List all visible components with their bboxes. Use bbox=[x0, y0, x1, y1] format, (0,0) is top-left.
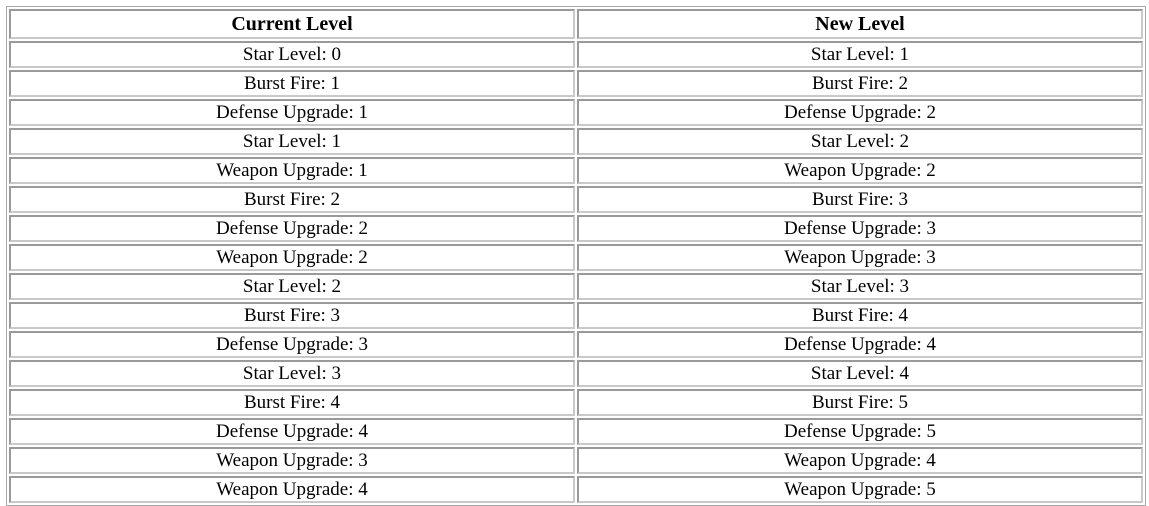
cell-new-level: Burst Fire: 2 bbox=[577, 70, 1143, 97]
cell-current-level: Defense Upgrade: 3 bbox=[9, 331, 575, 358]
cell-new-level: Weapon Upgrade: 4 bbox=[577, 447, 1143, 474]
cell-new-level: Defense Upgrade: 5 bbox=[577, 418, 1143, 445]
cell-current-level: Defense Upgrade: 1 bbox=[9, 99, 575, 126]
cell-new-level: Burst Fire: 4 bbox=[577, 302, 1143, 329]
table-row: Weapon Upgrade: 3 Weapon Upgrade: 4 bbox=[9, 447, 1143, 474]
cell-current-level: Defense Upgrade: 2 bbox=[9, 215, 575, 242]
cell-current-level: Weapon Upgrade: 4 bbox=[9, 476, 575, 503]
table-row: Star Level: 2 Star Level: 3 bbox=[9, 273, 1143, 300]
cell-current-level: Weapon Upgrade: 2 bbox=[9, 244, 575, 271]
table-row: Burst Fire: 3 Burst Fire: 4 bbox=[9, 302, 1143, 329]
table-row: Weapon Upgrade: 4 Weapon Upgrade: 5 bbox=[9, 476, 1143, 503]
cell-current-level: Star Level: 0 bbox=[9, 41, 575, 68]
column-header-new-level: New Level bbox=[577, 9, 1143, 39]
column-header-current-level: Current Level bbox=[9, 9, 575, 39]
cell-current-level: Star Level: 3 bbox=[9, 360, 575, 387]
cell-current-level: Star Level: 1 bbox=[9, 128, 575, 155]
cell-new-level: Star Level: 4 bbox=[577, 360, 1143, 387]
table-row: Star Level: 3 Star Level: 4 bbox=[9, 360, 1143, 387]
level-upgrade-table: Current Level New Level Star Level: 0 Sta… bbox=[6, 6, 1146, 506]
cell-current-level: Burst Fire: 3 bbox=[9, 302, 575, 329]
cell-new-level: Star Level: 2 bbox=[577, 128, 1143, 155]
table-row: Weapon Upgrade: 2 Weapon Upgrade: 3 bbox=[9, 244, 1143, 271]
table-row: Burst Fire: 2 Burst Fire: 3 bbox=[9, 186, 1143, 213]
cell-new-level: Weapon Upgrade: 5 bbox=[577, 476, 1143, 503]
table-row: Burst Fire: 4 Burst Fire: 5 bbox=[9, 389, 1143, 416]
cell-current-level: Defense Upgrade: 4 bbox=[9, 418, 575, 445]
cell-new-level: Weapon Upgrade: 3 bbox=[577, 244, 1143, 271]
cell-new-level: Star Level: 3 bbox=[577, 273, 1143, 300]
table-row: Defense Upgrade: 1 Defense Upgrade: 2 bbox=[9, 99, 1143, 126]
cell-current-level: Weapon Upgrade: 1 bbox=[9, 157, 575, 184]
cell-current-level: Weapon Upgrade: 3 bbox=[9, 447, 575, 474]
cell-current-level: Burst Fire: 4 bbox=[9, 389, 575, 416]
cell-new-level: Burst Fire: 5 bbox=[577, 389, 1143, 416]
table-row: Defense Upgrade: 2 Defense Upgrade: 3 bbox=[9, 215, 1143, 242]
table-header: Current Level New Level bbox=[9, 9, 1143, 39]
cell-current-level: Burst Fire: 2 bbox=[9, 186, 575, 213]
cell-new-level: Star Level: 1 bbox=[577, 41, 1143, 68]
cell-current-level: Burst Fire: 1 bbox=[9, 70, 575, 97]
table-header-row: Current Level New Level bbox=[9, 9, 1143, 39]
cell-new-level: Weapon Upgrade: 2 bbox=[577, 157, 1143, 184]
cell-current-level: Star Level: 2 bbox=[9, 273, 575, 300]
table-row: Defense Upgrade: 4 Defense Upgrade: 5 bbox=[9, 418, 1143, 445]
cell-new-level: Defense Upgrade: 2 bbox=[577, 99, 1143, 126]
table-row: Defense Upgrade: 3 Defense Upgrade: 4 bbox=[9, 331, 1143, 358]
table-row: Weapon Upgrade: 1 Weapon Upgrade: 2 bbox=[9, 157, 1143, 184]
table-row: Star Level: 0 Star Level: 1 bbox=[9, 41, 1143, 68]
cell-new-level: Defense Upgrade: 3 bbox=[577, 215, 1143, 242]
cell-new-level: Burst Fire: 3 bbox=[577, 186, 1143, 213]
table-row: Burst Fire: 1 Burst Fire: 2 bbox=[9, 70, 1143, 97]
table-row: Star Level: 1 Star Level: 2 bbox=[9, 128, 1143, 155]
cell-new-level: Defense Upgrade: 4 bbox=[577, 331, 1143, 358]
